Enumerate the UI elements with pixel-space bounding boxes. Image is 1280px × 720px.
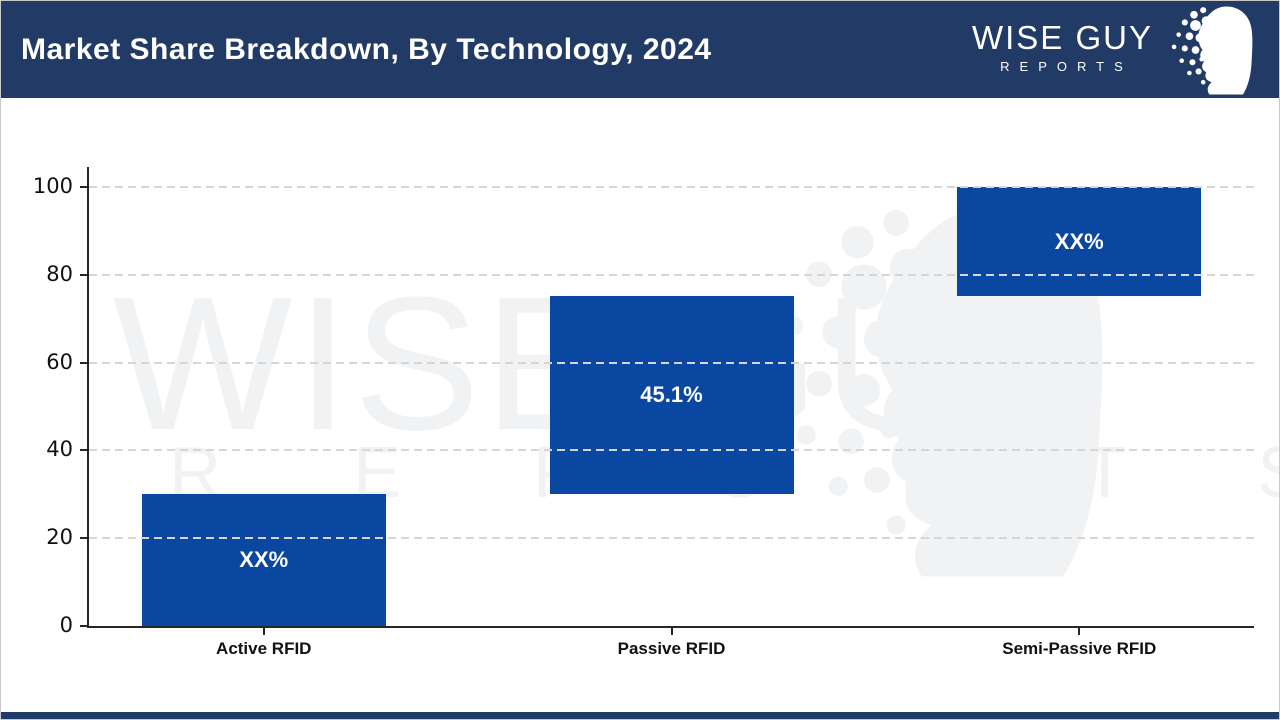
- bar-value-label-active-rfid: XX%: [239, 547, 289, 573]
- y-tick-label: 100: [32, 174, 73, 198]
- y-tick-label: 0: [59, 613, 73, 637]
- y-tick-mark: [80, 537, 88, 540]
- gridline-60: [89, 361, 1254, 364]
- x-axis-line: [89, 626, 1254, 628]
- wiseguy-head-icon: [1157, 4, 1277, 101]
- y-tick-mark: [80, 273, 88, 276]
- bar-passive-rfid: [549, 296, 794, 495]
- bar-active-rfid: [141, 494, 386, 626]
- y-tick-label: 20: [46, 525, 73, 550]
- gridline-80: [89, 273, 1254, 276]
- y-tick-mark: [80, 625, 88, 627]
- x-axis-label-passive-rfid: Passive RFID: [617, 639, 726, 658]
- y-tick-mark: [80, 449, 88, 452]
- x-tick-mark-passive-rfid: [670, 628, 673, 635]
- x-axis-label-semi-passive-rfid: Semi-Passive RFID: [1002, 639, 1157, 658]
- page-title: Market Share Breakdown, By Technology, 2…: [21, 33, 712, 66]
- x-tick-mark-active-rfid: [262, 628, 265, 635]
- footer-strip: [1, 712, 1279, 719]
- header-bar: Market Share Breakdown, By Technology, 2…: [1, 1, 1279, 98]
- chart-plot-area: 0 20 40 60 80 100 XX% 45.1% XX% Active RFID Passiv…: [33, 167, 1254, 658]
- brand-subtitle: REPORTS: [1000, 59, 1133, 74]
- bar-value-label-semi-passive-rfid: XX%: [1054, 228, 1104, 254]
- y-axis-line: [87, 167, 89, 628]
- y-tick-label: 80: [46, 261, 73, 286]
- y-tick-label: 40: [46, 437, 73, 462]
- brand-name: WISE GUY: [971, 19, 1153, 56]
- x-tick-mark-semi-passive-rfid: [1078, 628, 1081, 635]
- gridline-20: [89, 537, 1254, 540]
- bar-value-label-passive-rfid: 45.1%: [640, 382, 703, 408]
- brand-logo-text: WISE GUY REPORTS: [972, 19, 1153, 74]
- gridline-40: [89, 449, 1254, 452]
- y-tick-mark: [80, 186, 88, 188]
- y-tick-label: 60: [46, 349, 73, 374]
- gridline-100: [89, 186, 1254, 188]
- brand-logo: WISE GUY REPORTS: [972, 1, 1271, 98]
- y-tick-mark: [80, 361, 88, 364]
- bar-semi-passive-rfid: [957, 187, 1202, 297]
- x-axis-label-active-rfid: Active RFID: [216, 639, 312, 658]
